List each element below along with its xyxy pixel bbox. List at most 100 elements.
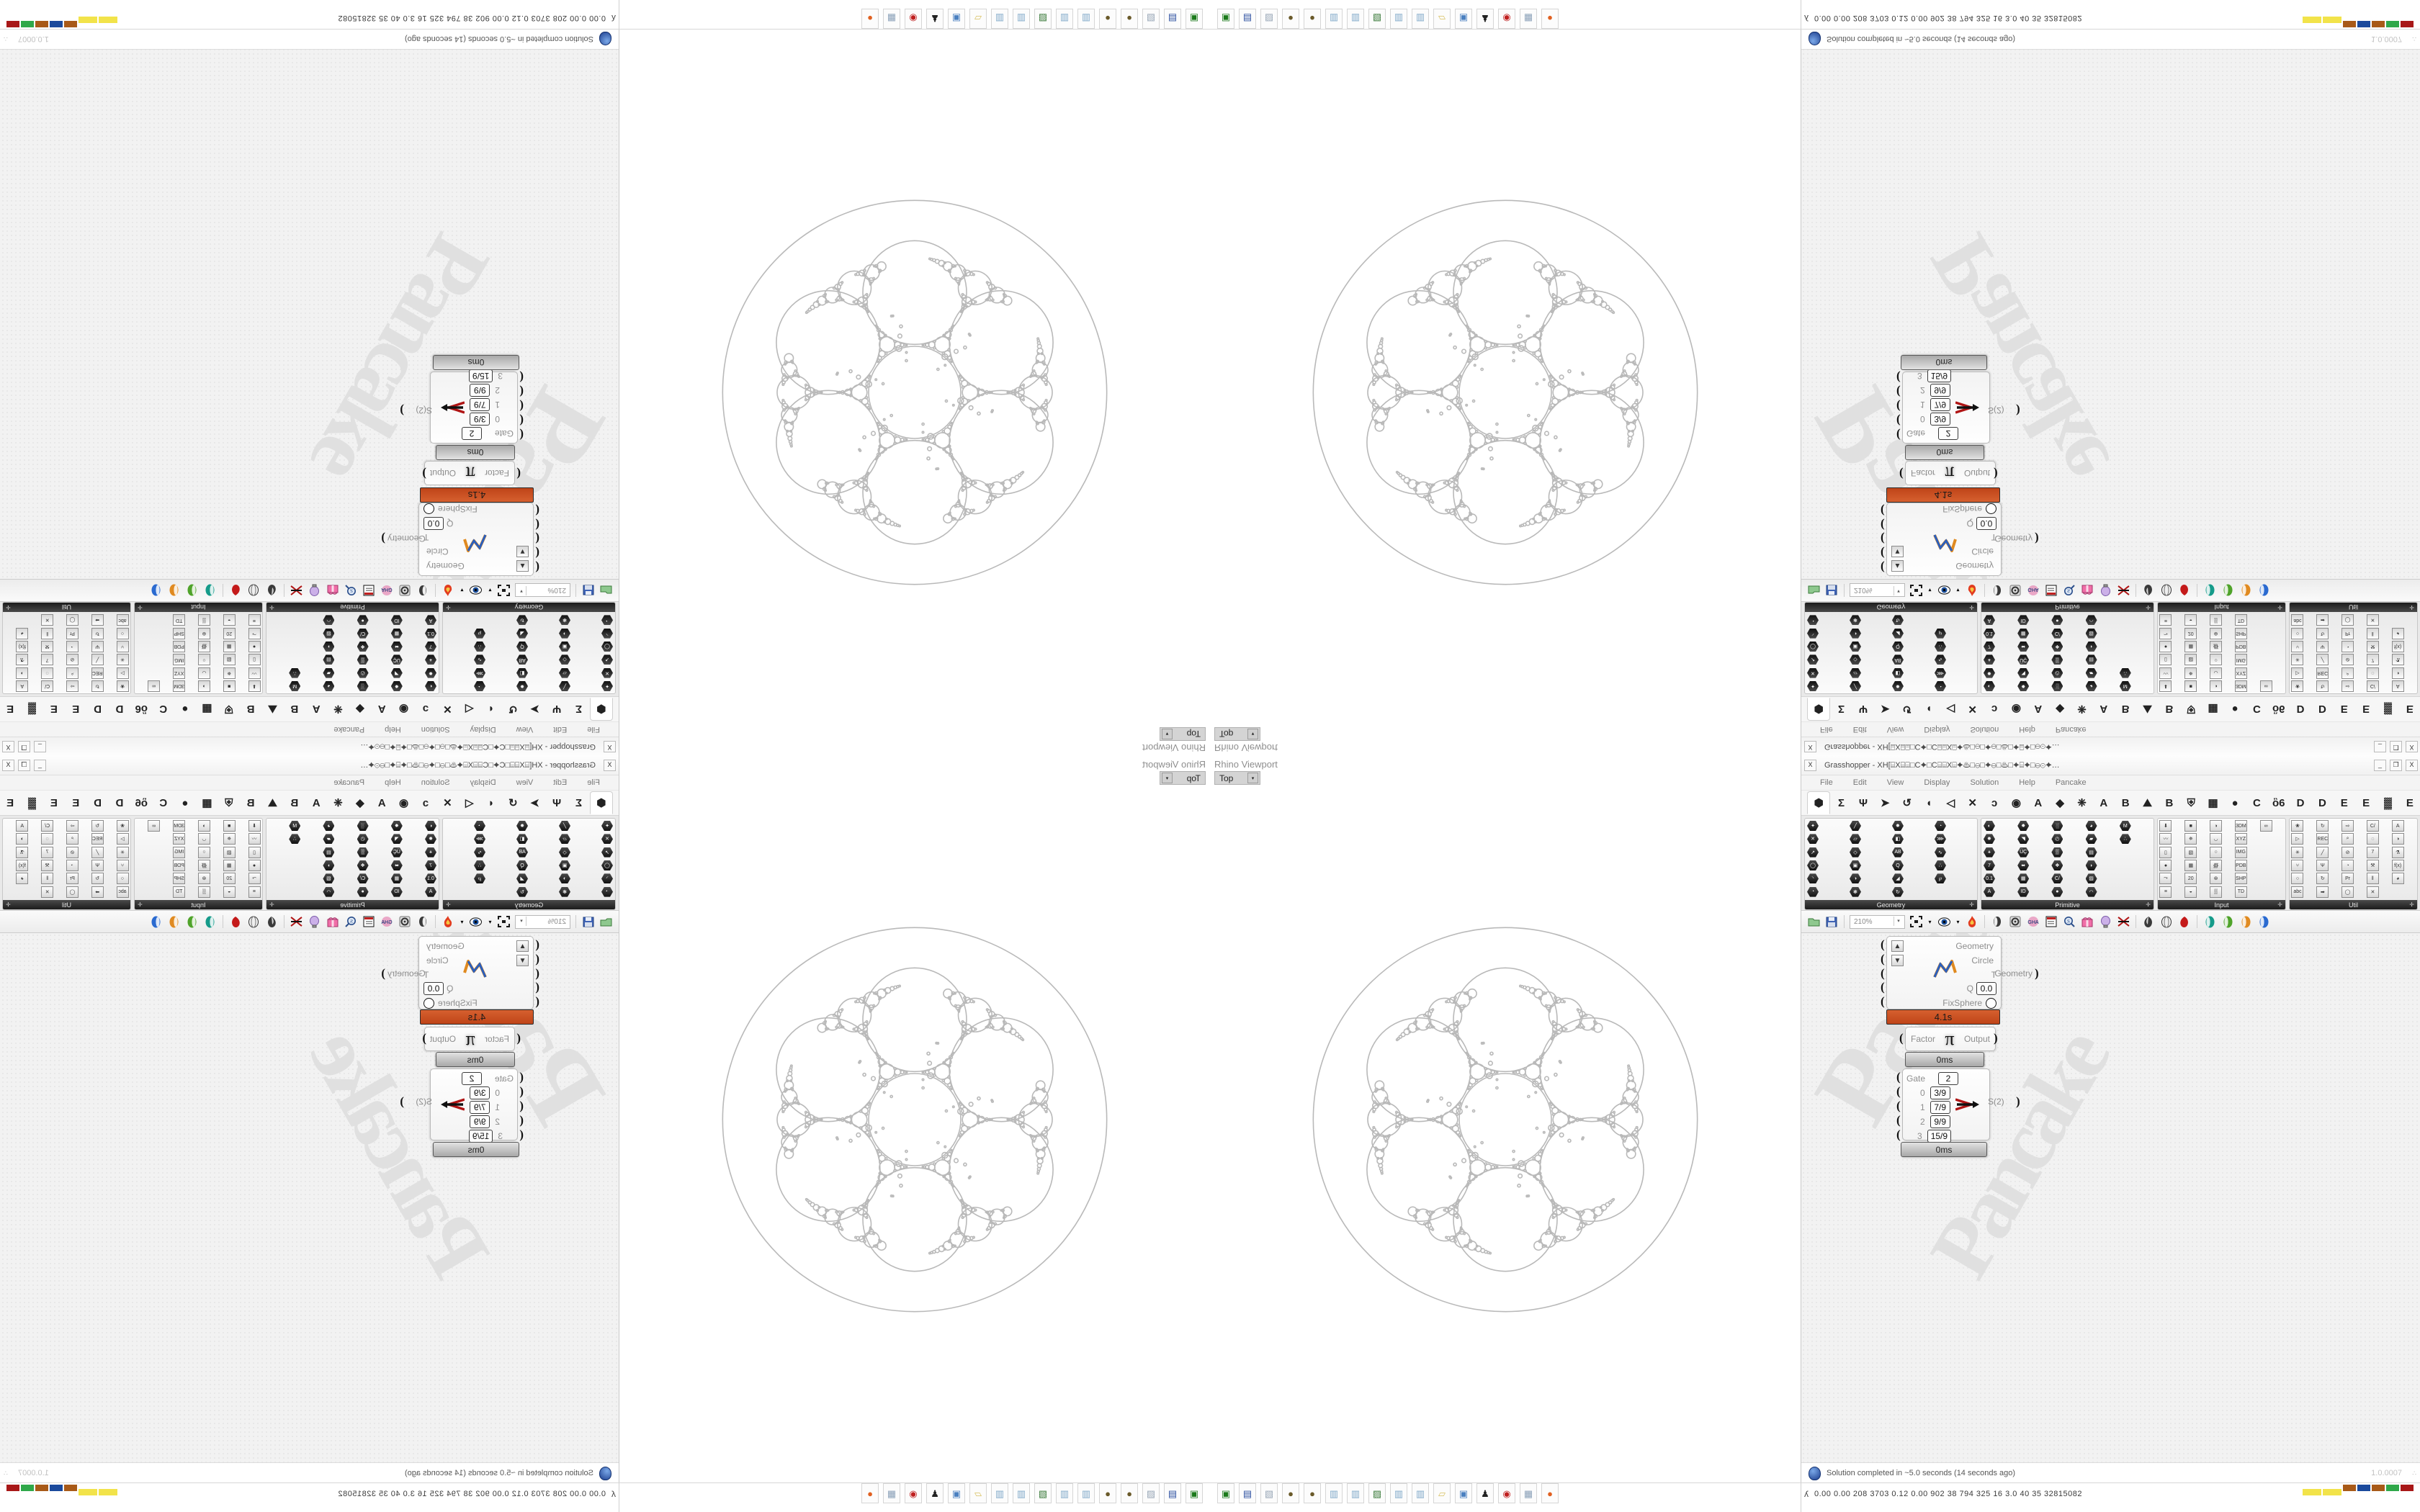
palette-item-input-3-0[interactable]: ● xyxy=(248,860,261,871)
open-file-icon[interactable] xyxy=(1806,914,1821,929)
palette-item-util-1-3[interactable]: ◌ xyxy=(2366,833,2379,845)
palette-item-util-0-0[interactable]: ❀ xyxy=(116,680,129,692)
palette-item-geometry-0-1[interactable]: ╱ xyxy=(558,680,571,692)
palette-item-input-2-4[interactable] xyxy=(148,847,161,858)
pin-icon[interactable]: ✛ xyxy=(2146,901,2151,908)
taskbar-item-save[interactable]: ▤ xyxy=(1164,1483,1181,1503)
tab-e1[interactable]: E xyxy=(2340,796,2348,809)
tab-c[interactable]: C xyxy=(159,796,168,809)
port-in-3[interactable]: ( xyxy=(535,980,539,994)
preview-dropdown-icon[interactable]: ▾ xyxy=(460,587,464,594)
palette-item-primitive-4-4[interactable] xyxy=(2119,873,2132,884)
palette-item-input-2-0[interactable]: ▯ xyxy=(248,846,261,858)
ribbon-group-label[interactable]: Util ✛ xyxy=(2289,603,2417,612)
menu-item-pancake[interactable]: Pancake xyxy=(333,778,365,787)
tab-vector[interactable]: ➤ xyxy=(530,703,540,715)
palette-item-input-5-2[interactable]: ▒ xyxy=(2210,614,2223,626)
palette-item-primitive-5-1[interactable]: ID xyxy=(390,886,403,898)
tab-brain[interactable]: ❈ xyxy=(333,703,343,715)
gate-port-out[interactable]: ) xyxy=(2016,404,2020,418)
palette-item-primitive-2-0[interactable]: ⚹ xyxy=(424,654,437,665)
tab-gem[interactable]: ◆ xyxy=(2056,703,2064,715)
tab-halftone[interactable]: ▓ xyxy=(2384,796,2392,809)
tab-dot[interactable]: ● xyxy=(2231,703,2238,716)
geometry-row-1[interactable]: ▼ Circle xyxy=(1891,954,1996,967)
palette-item-util-4-4[interactable]: ◕ xyxy=(16,627,29,639)
palette-item-util-5-2[interactable]: ◯ xyxy=(2341,886,2354,898)
palette-item-geometry-5-1[interactable]: ❃ xyxy=(1849,614,1862,626)
palette-item-primitive-0-0[interactable]: ◐ xyxy=(1983,820,1996,832)
palette-item-primitive-3-3[interactable]: ◗ xyxy=(322,641,335,652)
arrow-down-icon[interactable]: ▼ xyxy=(1891,546,1904,557)
tab-c[interactable]: C xyxy=(2252,796,2261,809)
palette-item-util-1-0[interactable]: ▷ xyxy=(116,833,129,845)
palette-item-geometry-1-1[interactable]: ▱ xyxy=(558,667,571,679)
zoom-level-select[interactable]: 210% ▾ xyxy=(1850,583,1905,598)
palette-item-primitive-3-1[interactable]: ⬌ xyxy=(2017,641,2030,652)
palette-item-util-4-3[interactable]: ‖ xyxy=(2366,873,2379,885)
palette-item-input-1-0[interactable]: 〰 xyxy=(248,833,261,845)
palette-item-geometry-5-0[interactable]: ◔ xyxy=(601,614,614,626)
geometry-row-4[interactable]: FixSphere xyxy=(422,996,529,1009)
port-in-2[interactable]: ( xyxy=(535,532,539,546)
gate-row-3-value[interactable]: 15/9 xyxy=(1927,1130,1952,1143)
palette-item-input-5-3[interactable]: TD xyxy=(173,614,186,626)
palette-item-util-2-3[interactable]: 7 xyxy=(2366,846,2379,858)
tab-b2[interactable]: B xyxy=(246,703,255,716)
palette-item-primitive-3-1[interactable]: ⬌ xyxy=(390,860,403,871)
tab-brain[interactable]: ❈ xyxy=(333,797,343,809)
tab-a2[interactable]: A xyxy=(2099,703,2108,716)
gate-value[interactable]: 2 xyxy=(461,427,482,440)
geometry-component[interactable]: ▲ Geometry ▼ Circle T Q 0.0 xyxy=(1881,503,2039,576)
taskbar-item-doc4[interactable]: ▥ xyxy=(1390,9,1407,29)
tab-bird[interactable]: ὂ6 xyxy=(2272,703,2285,716)
palette-item-util-3-3[interactable]: ⚒ xyxy=(2366,641,2379,652)
palette-item-util-0-1[interactable]: ↻ xyxy=(91,680,104,692)
taskbar-item-rhino[interactable]: ▣ xyxy=(1217,1483,1234,1503)
tab-bird[interactable]: ὂ6 xyxy=(135,796,148,809)
palette-item-geometry-5-0[interactable]: ◔ xyxy=(1806,886,1819,898)
palette-item-input-5-1[interactable]: ◒ xyxy=(2184,614,2197,626)
sketch-search-icon[interactable]: S xyxy=(2062,914,2076,929)
widget-1-icon[interactable] xyxy=(203,583,218,598)
cluster-icon[interactable] xyxy=(2116,914,2130,929)
gate-port-in-2[interactable]: ( xyxy=(519,1099,524,1112)
rhino-flame-icon[interactable] xyxy=(441,583,455,598)
palette-item-util-3-4[interactable]: f(x) xyxy=(2391,641,2404,652)
palette-item-input-2-1[interactable]: ▧ xyxy=(2184,654,2197,666)
port-in-3[interactable]: ( xyxy=(535,518,539,532)
palette-item-geometry-1-3[interactable]: ⋙ xyxy=(473,833,486,845)
palette-item-input-1-2[interactable]: ◡ xyxy=(2210,833,2223,845)
palette-item-util-2-4[interactable]: ⚗ xyxy=(2391,654,2404,666)
tab-e3[interactable]: E xyxy=(6,703,14,716)
gate-row-0-value[interactable]: 3/9 xyxy=(1930,413,1950,426)
palette-item-util-5-1[interactable]: ➡ xyxy=(91,614,104,626)
palette-item-geometry-1-0[interactable]: ✕ xyxy=(601,667,614,679)
palette-item-geometry-0-0[interactable]: ✦ xyxy=(1806,820,1819,832)
palette-item-primitive-2-2[interactable]: ▒ xyxy=(2051,847,2063,858)
taskbar-item-folder[interactable]: ▱ xyxy=(969,1483,987,1503)
palette-item-primitive-2-1[interactable]: ÜÇ xyxy=(2017,847,2030,858)
palette-item-util-4-1[interactable]: ↻ xyxy=(2316,873,2329,885)
tab-intersect[interactable]: ✕ xyxy=(443,797,452,809)
tab-sets[interactable]: Ψ xyxy=(1858,796,1868,809)
palette-item-util-3-3[interactable]: ⚒ xyxy=(41,641,54,652)
tab-a1[interactable]: A xyxy=(2034,703,2043,716)
gate-row-2-value[interactable]: 9/9 xyxy=(1930,1115,1950,1128)
pin-icon[interactable]: ✛ xyxy=(6,901,11,908)
tab-sets[interactable]: Ψ xyxy=(1858,703,1868,716)
palette-item-primitive-5-0[interactable]: A xyxy=(1983,614,1996,626)
grasshopper-canvas[interactable]: Pancake Pancake ▲ Geometry ▼ Circle xyxy=(1801,933,2420,1462)
geometry-row-0[interactable]: ▲ Geometry xyxy=(1891,940,1996,953)
tab-params[interactable]: ⬢ xyxy=(1807,698,1831,721)
arrow-down-icon[interactable]: ▼ xyxy=(1891,955,1904,966)
tab-display[interactable]: ◉ xyxy=(2011,703,2021,715)
taskbar-item-mesh1[interactable]: ● xyxy=(1282,9,1299,29)
preview-dropdown-icon[interactable]: ▾ xyxy=(1956,918,1960,925)
ribbon-group-label[interactable]: Geometry ✛ xyxy=(1805,603,1977,612)
palette-item-input-0-0[interactable]: ⬇ xyxy=(248,820,261,832)
gate-row-header[interactable]: Gate 2 xyxy=(434,1072,514,1085)
tab-vector[interactable]: ➤ xyxy=(530,797,540,809)
tab-transform[interactable]: ɔ xyxy=(422,796,429,809)
palette-item-input-1-0[interactable]: 〰 xyxy=(248,667,261,679)
